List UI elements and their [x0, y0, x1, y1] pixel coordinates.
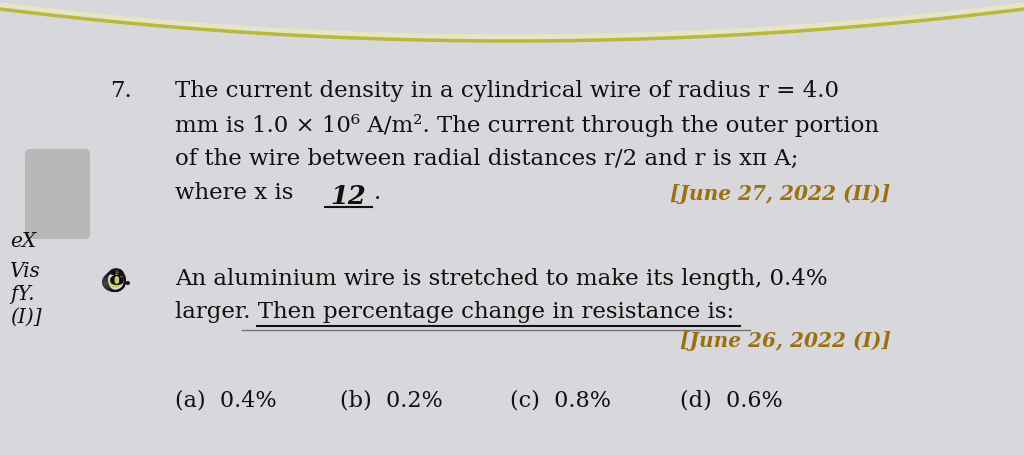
Text: An aluminium wire is stretched to make its length, 0.4%: An aluminium wire is stretched to make i…: [175, 268, 827, 289]
Text: where x is: where x is: [175, 182, 301, 203]
Text: Vis: Vis: [10, 262, 41, 280]
Text: 8.: 8.: [109, 268, 133, 289]
Text: (I)]: (I)]: [10, 307, 42, 326]
FancyBboxPatch shape: [25, 150, 90, 239]
Text: (c)  0.8%: (c) 0.8%: [510, 389, 611, 411]
Text: (a)  0.4%: (a) 0.4%: [175, 389, 276, 411]
Text: mm is 1.0 × 10⁶ A/m². The current through the outer portion: mm is 1.0 × 10⁶ A/m². The current throug…: [175, 114, 879, 136]
Text: [June 26, 2022 (I)]: [June 26, 2022 (I)]: [680, 330, 891, 350]
Text: larger. Then percentage change in resistance is:: larger. Then percentage change in resist…: [175, 300, 734, 322]
Text: .: .: [374, 182, 381, 203]
Text: (d)  0.6%: (d) 0.6%: [680, 389, 782, 411]
Text: (b)  0.2%: (b) 0.2%: [340, 389, 442, 411]
Text: The current density in a cylindrical wire of radius r = 4.0: The current density in a cylindrical wir…: [175, 80, 839, 102]
Text: eX: eX: [10, 232, 36, 250]
Text: 12: 12: [330, 184, 366, 208]
Text: fY.: fY.: [10, 284, 35, 303]
Text: of the wire between radial distances r/2 and r is xπ A;: of the wire between radial distances r/2…: [175, 148, 799, 170]
Text: [June 27, 2022 (II)]: [June 27, 2022 (II)]: [670, 184, 890, 203]
Text: 7.: 7.: [110, 80, 132, 102]
